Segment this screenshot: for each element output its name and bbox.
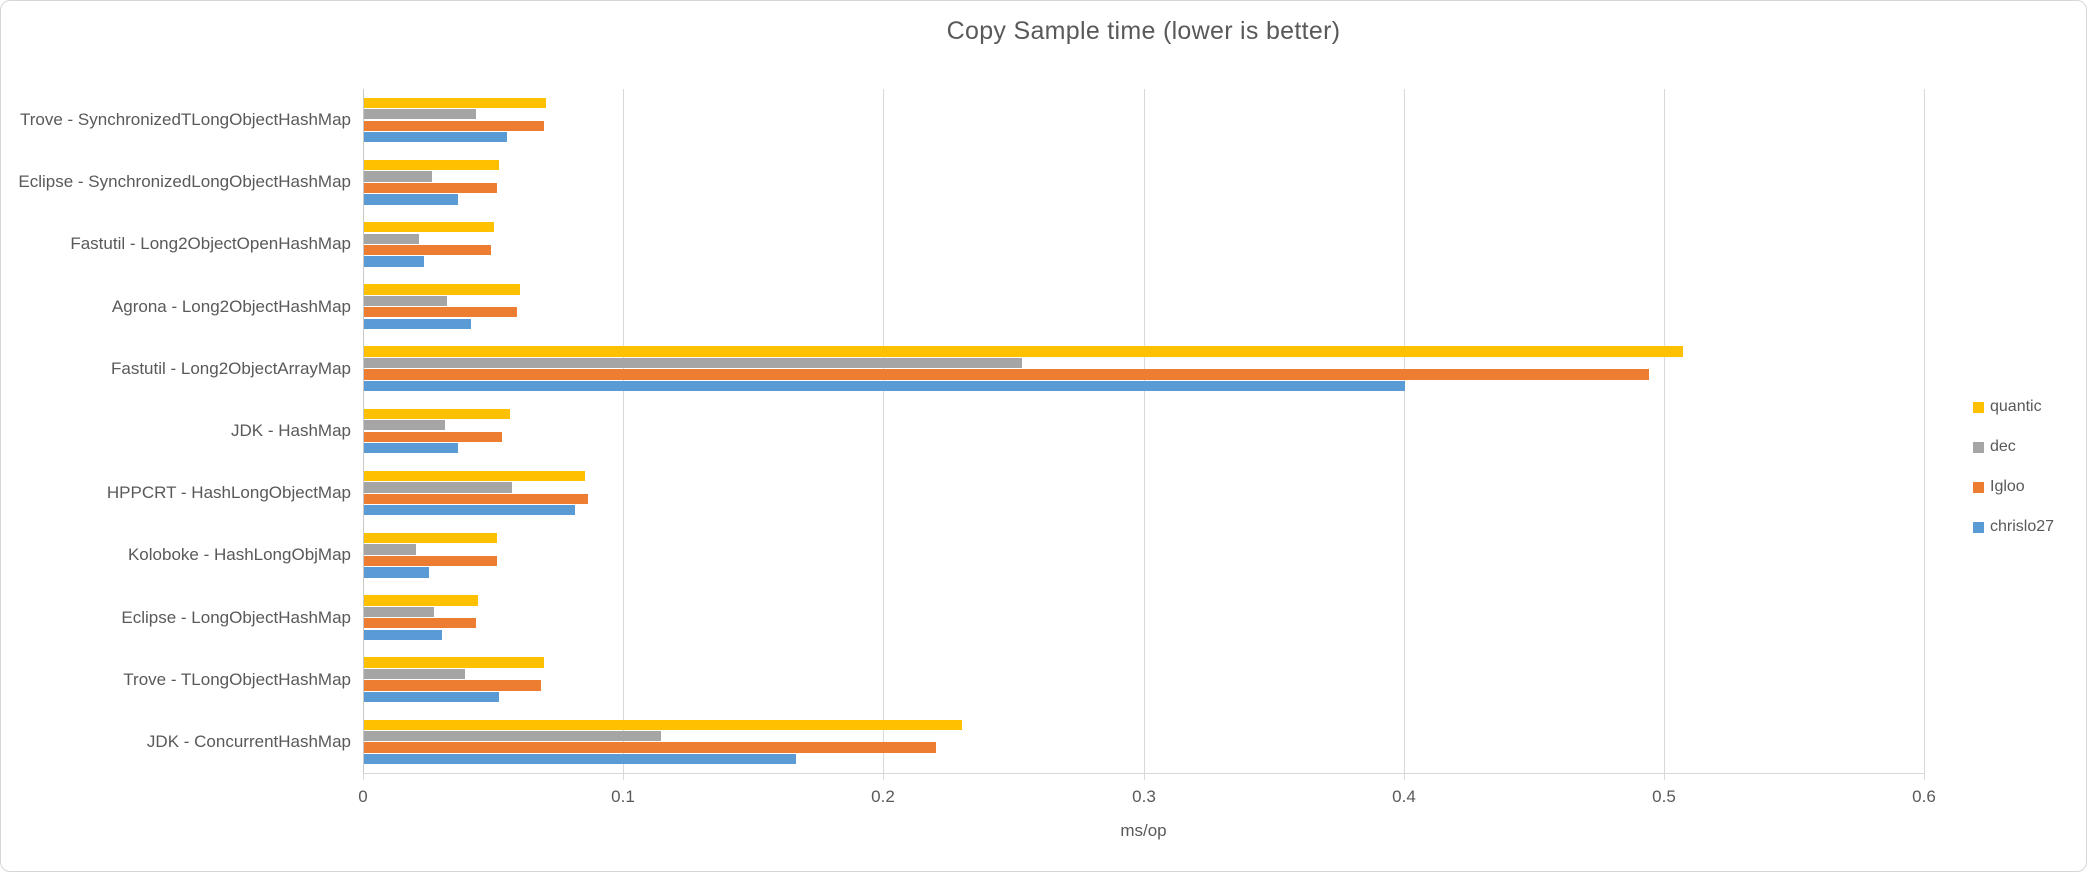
bar-quantic xyxy=(364,595,478,606)
legend-label: dec xyxy=(1990,438,2016,455)
legend-swatch-dec xyxy=(1973,441,1984,453)
legend-item-quantic: quantic xyxy=(1973,387,2054,427)
x-axis: 0 0.1 0.2 0.3 0.4 0.5 0.6 xyxy=(358,773,1936,833)
bar-Igloo xyxy=(364,120,544,131)
bar-quantic xyxy=(364,159,499,171)
category-label: Fastutil - Long2ObjectOpenHashMap xyxy=(70,234,351,253)
bar-chrislo27 xyxy=(364,318,471,329)
bar-Igloo xyxy=(364,493,588,505)
category-label: JDK - HashMap xyxy=(231,421,351,440)
gridline xyxy=(883,89,884,773)
x-tick-mark xyxy=(623,773,624,780)
bar-quantic xyxy=(364,408,510,419)
bar-Igloo xyxy=(364,182,497,194)
bar-chrislo27 xyxy=(364,256,424,267)
bar-chrislo27 xyxy=(364,380,1405,392)
x-tick-label: 0.5 xyxy=(1652,787,1676,806)
x-tick-mark xyxy=(1404,773,1405,780)
bar-quantic xyxy=(364,284,520,295)
bar-chrislo27 xyxy=(364,629,442,640)
legend-item-dec: dec xyxy=(1973,427,2054,467)
gridline xyxy=(1144,89,1145,773)
bar-Igloo xyxy=(364,618,476,629)
gridline xyxy=(1664,89,1665,773)
x-tick-label: 0.2 xyxy=(871,787,895,806)
category-label: JDK - ConcurrentHashMap xyxy=(146,732,351,751)
gridline xyxy=(1404,89,1405,773)
x-tick-label: 0 xyxy=(358,787,368,806)
bar-dec xyxy=(364,109,476,120)
bar-quantic xyxy=(364,222,494,233)
category-label: Trove - SynchronizedTLongObjectHashMap xyxy=(19,110,351,129)
category-label: HPPCRT - HashLongObjectMap xyxy=(106,483,351,502)
bar-Igloo xyxy=(364,680,541,691)
legend-item-chrislo27: chrislo27 xyxy=(1973,507,2054,547)
x-tick-mark xyxy=(883,773,884,780)
bar-chrislo27 xyxy=(364,691,499,703)
gridline xyxy=(623,89,624,773)
bar-dec xyxy=(364,295,447,307)
legend-swatch-Igloo xyxy=(1973,481,1984,493)
x-tick-mark xyxy=(1664,773,1665,780)
legend-swatch-chrislo27 xyxy=(1973,521,1984,533)
bar-dec xyxy=(364,233,419,244)
bar-dec xyxy=(364,668,465,680)
chart-title: Copy Sample time (lower is better) xyxy=(946,17,1341,45)
bar-Igloo xyxy=(364,307,517,318)
legend: quantic dec Igloo chrislo27 xyxy=(1973,387,2054,547)
legend-swatch-quantic xyxy=(1973,401,1984,413)
category-label: Fastutil - Long2ObjectArrayMap xyxy=(111,359,351,378)
plot-area xyxy=(363,89,1925,774)
bar-dec xyxy=(364,420,445,431)
category-label: Eclipse - LongObjectHashMap xyxy=(121,608,351,627)
bar-quantic xyxy=(364,470,585,482)
x-tick-mark xyxy=(1144,773,1145,780)
gridline xyxy=(1924,89,1925,773)
x-tick-label: 0.6 xyxy=(1912,787,1936,806)
category-axis: Trove - SynchronizedTLongObjectHashMap Ec… xyxy=(1,89,351,773)
x-axis-line xyxy=(363,773,1924,774)
bar-chrislo27 xyxy=(364,753,796,765)
category-label: Koloboke - HashLongObjMap xyxy=(127,545,351,564)
bar-chrislo27 xyxy=(364,442,458,454)
bar-dec xyxy=(364,171,432,182)
bar-Igloo xyxy=(364,245,491,256)
bar-chrislo27 xyxy=(364,194,458,205)
category-label: Trove - TLongObjectHashMap xyxy=(123,670,351,689)
bar-dec xyxy=(364,544,416,555)
bar-quantic xyxy=(364,97,546,109)
bar-quantic xyxy=(364,719,962,730)
bar-chrislo27 xyxy=(364,505,575,516)
legend-label: quantic xyxy=(1990,398,2042,415)
x-tick-label: 0.4 xyxy=(1392,787,1416,806)
x-tick-mark xyxy=(1924,773,1925,780)
bar-dec xyxy=(364,606,434,617)
legend-label: Igloo xyxy=(1990,478,2025,495)
bar-quantic xyxy=(364,346,1683,357)
category-label: Agrona - Long2ObjectHashMap xyxy=(111,297,351,316)
legend-item-Igloo: Igloo xyxy=(1973,467,2054,507)
bar-chrislo27 xyxy=(364,567,429,578)
legend-label: chrislo27 xyxy=(1990,518,2055,535)
bar-Igloo xyxy=(364,742,936,753)
bar-Igloo xyxy=(364,369,1649,380)
x-tick-label: 0.1 xyxy=(611,787,635,806)
bar-chrislo27 xyxy=(364,132,507,143)
bar-Igloo xyxy=(364,431,502,442)
category-label: Eclipse - SynchronizedLongObjectHashMap xyxy=(18,172,351,191)
bar-dec xyxy=(364,731,661,742)
x-axis-title: ms/op xyxy=(1120,821,1167,840)
value-axis-line xyxy=(363,89,364,773)
bar-dec xyxy=(364,482,512,493)
x-tick-label: 0.3 xyxy=(1132,787,1156,806)
x-tick-mark xyxy=(363,773,364,780)
bar-quantic xyxy=(364,533,497,544)
bar-dec xyxy=(364,357,1022,369)
bar-Igloo xyxy=(364,555,497,567)
bar-quantic xyxy=(364,657,544,668)
